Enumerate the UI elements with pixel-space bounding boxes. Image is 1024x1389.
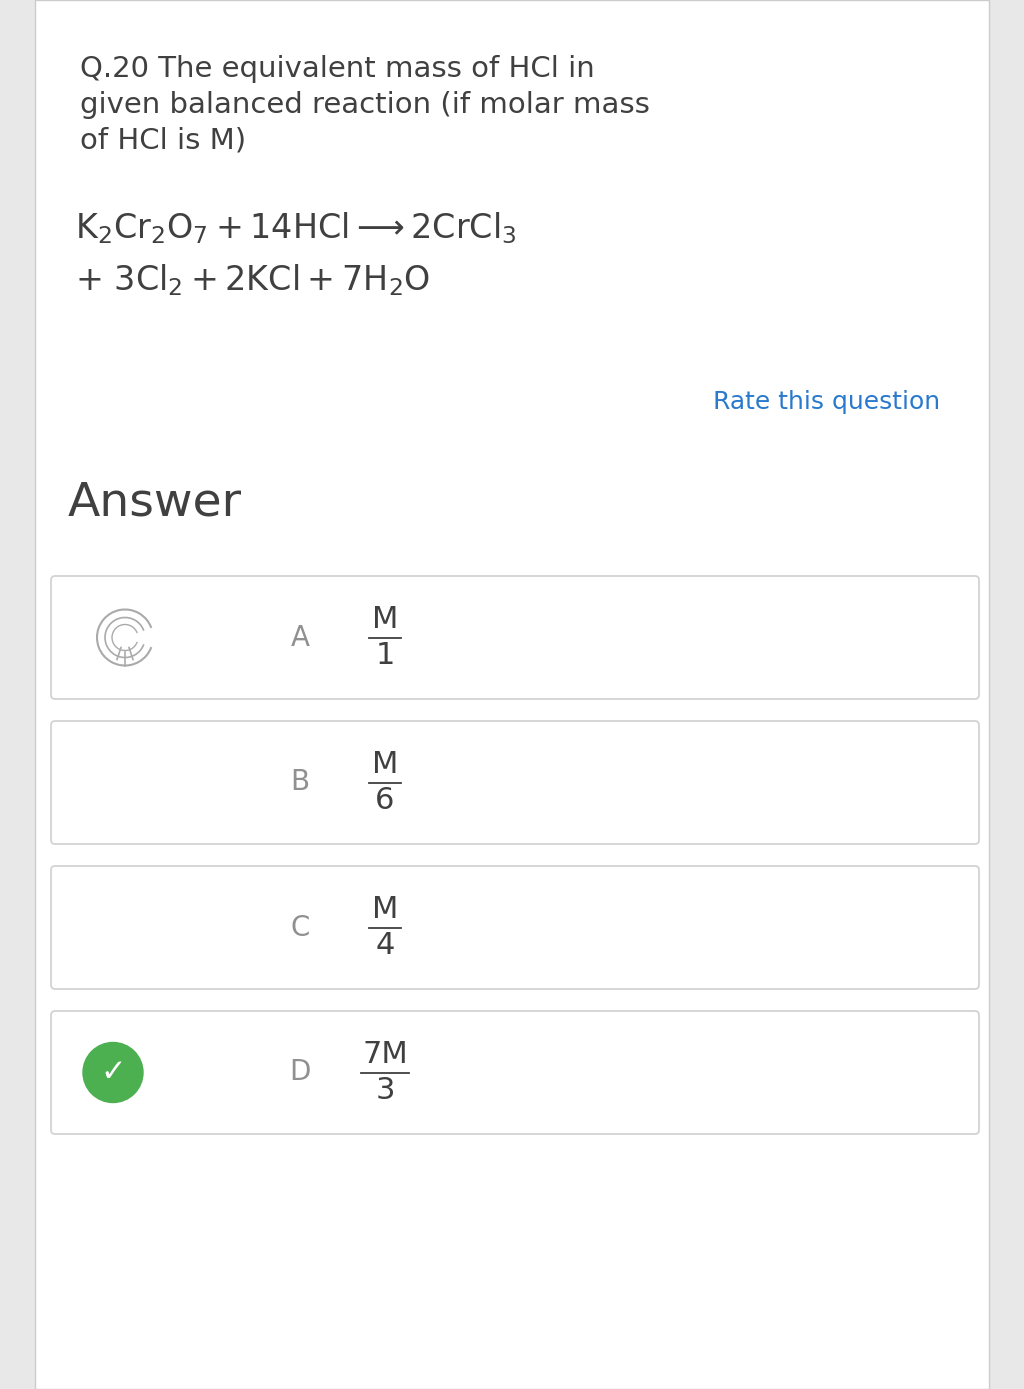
FancyBboxPatch shape [51,1011,979,1133]
Text: C: C [291,914,309,942]
Text: ✓: ✓ [100,1058,126,1088]
Text: Rate this question: Rate this question [713,390,940,414]
Text: Q.20 The equivalent mass of HCl in: Q.20 The equivalent mass of HCl in [80,56,595,83]
Text: 1: 1 [376,640,394,669]
Text: $\mathrm{K_2Cr_2O_7 + 14HCl \longrightarrow 2CrCl_3}$: $\mathrm{K_2Cr_2O_7 + 14HCl \longrightar… [75,210,517,246]
Text: $\mathrm{+ \ 3Cl_2 + 2KCl + 7H_2O}$: $\mathrm{+ \ 3Cl_2 + 2KCl + 7H_2O}$ [75,263,430,297]
FancyBboxPatch shape [51,865,979,989]
Text: of HCl is M): of HCl is M) [80,126,246,156]
Text: M: M [372,895,398,924]
Text: M: M [372,750,398,779]
Text: 4: 4 [376,931,394,960]
Text: D: D [290,1058,310,1086]
FancyBboxPatch shape [51,721,979,845]
Text: 7M: 7M [362,1040,408,1070]
Text: A: A [291,624,309,651]
FancyBboxPatch shape [51,576,979,699]
Text: M: M [372,606,398,633]
FancyBboxPatch shape [35,0,989,1389]
Text: B: B [291,768,309,796]
Text: 6: 6 [376,786,394,815]
Text: Answer: Answer [68,481,242,525]
Circle shape [83,1043,143,1103]
Text: 3: 3 [375,1076,394,1106]
Text: given balanced reaction (if molar mass: given balanced reaction (if molar mass [80,92,650,119]
